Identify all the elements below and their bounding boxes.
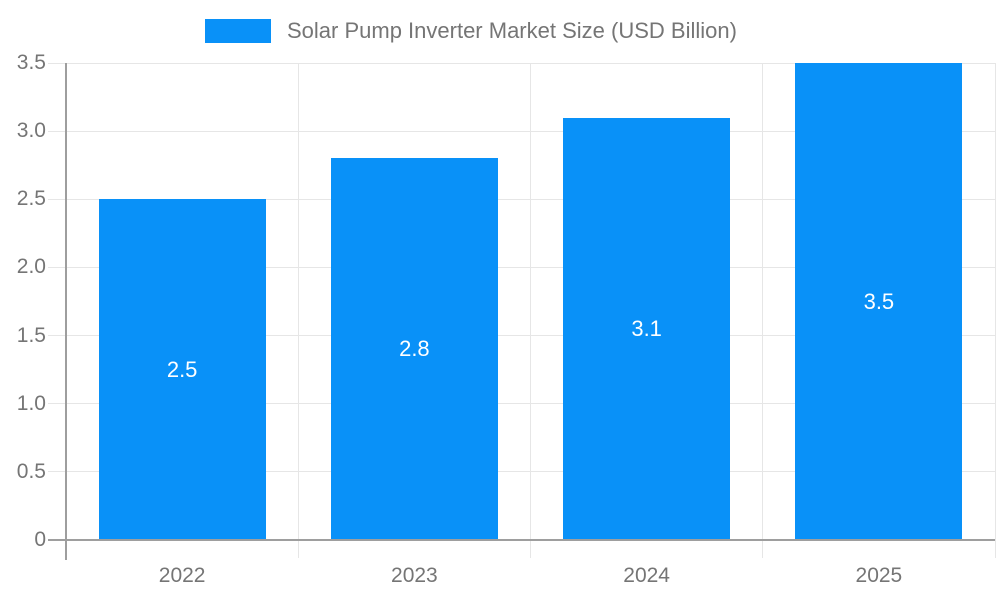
- y-axis-line: [65, 63, 67, 560]
- chart-legend: Solar Pump Inverter Market Size (USD Bil…: [205, 18, 737, 44]
- bar-value-label: 2.8: [399, 336, 430, 362]
- bar-value-label: 2.5: [166, 356, 198, 382]
- x-axis-tick-label: 2025: [855, 564, 903, 587]
- bar-2023: [330, 158, 498, 540]
- gridline-horizontal: [48, 471, 995, 473]
- gridline-vertical: [994, 63, 996, 558]
- y-axis-tick-label: 2.0: [16, 255, 46, 279]
- y-axis-tick-label: 3.0: [16, 119, 46, 143]
- x-axis-tick-label: 2023: [391, 564, 438, 587]
- gridline-horizontal: [48, 403, 995, 405]
- gridline-horizontal: [48, 266, 995, 268]
- y-axis-tick-label: 1.5: [16, 323, 46, 347]
- bar-2024: [563, 117, 731, 540]
- gridline-horizontal: [48, 335, 995, 337]
- y-axis-tick-label: 0: [34, 528, 46, 551]
- y-axis-tick-label: 0.5: [16, 459, 46, 483]
- y-axis-tick-label: 1.0: [16, 391, 46, 415]
- y-axis-tick-label: 3.5: [16, 51, 46, 74]
- bar-2022: [98, 199, 266, 540]
- legend-label: Solar Pump Inverter Market Size (USD Bil…: [287, 18, 737, 43]
- bar-value-label: 3.1: [631, 315, 662, 341]
- bar-2025: [795, 63, 963, 540]
- gridline-horizontal: [48, 130, 995, 132]
- bar-value-label: 3.5: [863, 288, 895, 314]
- x-axis-baseline: [48, 539, 995, 541]
- gridline-vertical: [530, 63, 531, 558]
- x-axis-tick-label: 2024: [623, 564, 670, 587]
- gridline-vertical: [762, 63, 764, 558]
- gridline-horizontal: [48, 198, 995, 200]
- gridline-vertical: [297, 63, 299, 558]
- x-axis-tick-label: 2022: [158, 564, 206, 587]
- y-axis-tick-label: 2.5: [16, 187, 46, 211]
- gridline-horizontal: [48, 62, 995, 64]
- legend-swatch-icon: [205, 19, 271, 43]
